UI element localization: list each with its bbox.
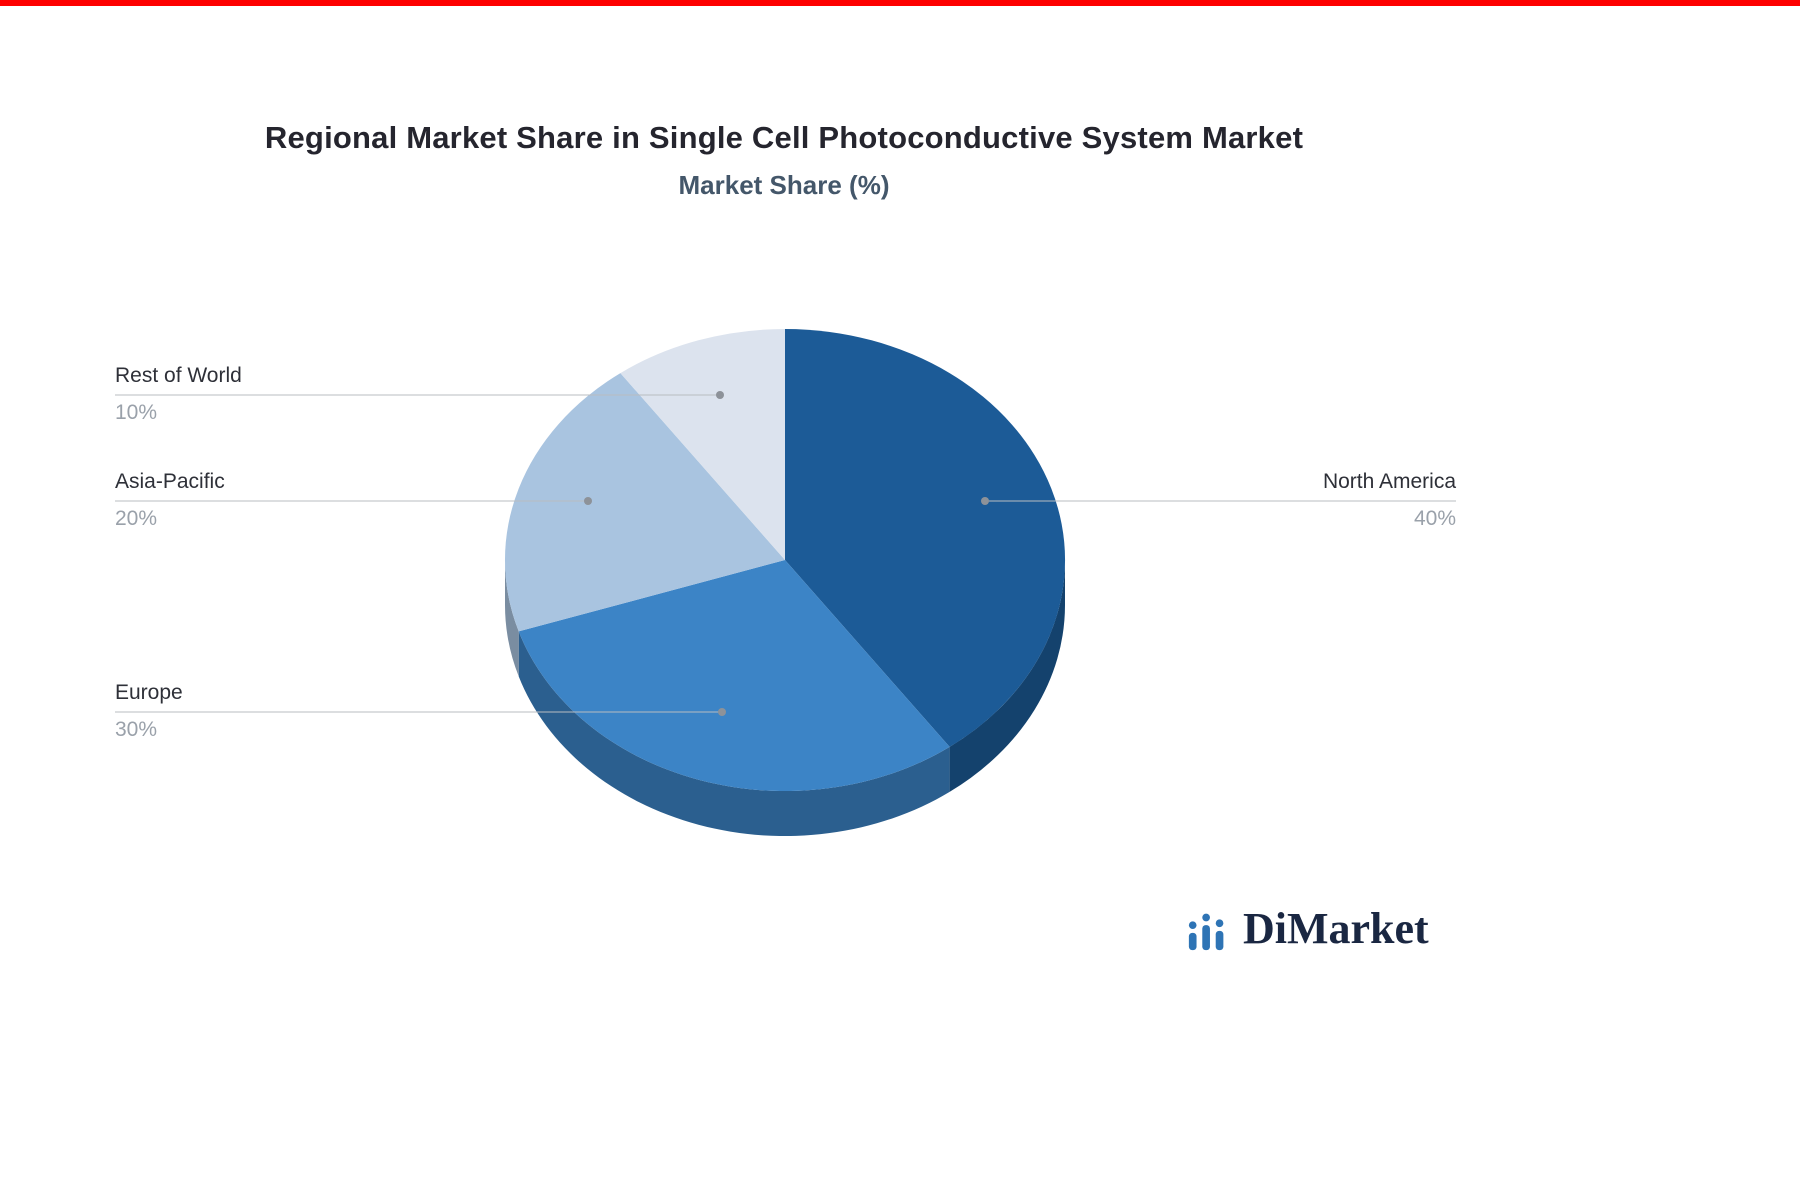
pie-slice-side-asia-pacific	[505, 560, 519, 677]
leader-dot-rest-of-world	[716, 391, 724, 399]
label-rest-of-world: Rest of World 10%	[115, 364, 242, 425]
top-red-strip	[0, 0, 1800, 6]
pie-slice-europe[interactable]	[518, 560, 950, 792]
label-europe-value: 30%	[115, 718, 158, 741]
label-asia-pacific-value: 20%	[115, 507, 158, 530]
pie-slice-side-europe	[518, 631, 950, 837]
dimarket-logo: DiMarket	[1186, 903, 1429, 955]
pie-slice-asia-pacific[interactable]	[504, 373, 785, 632]
leader-dot-north-america	[981, 497, 989, 505]
label-north-america-name: North America	[1322, 470, 1456, 493]
label-europe-name: Europe	[115, 681, 183, 704]
bar-chart-icon	[1188, 913, 1224, 951]
chart-title: Regional Market Share in Single Cell Pho…	[264, 120, 1304, 155]
label-rest-of-world-name: Rest of World	[115, 364, 242, 387]
label-rest-of-world-value: 10%	[115, 401, 158, 424]
chart-subtitle: Market Share (%)	[678, 170, 890, 200]
label-europe: Europe 30%	[115, 681, 183, 742]
leader-lines	[115, 391, 1456, 716]
leader-dot-europe	[718, 708, 726, 716]
label-north-america: North America 40%	[1323, 470, 1456, 531]
pie-slices	[504, 328, 1066, 837]
label-north-america-value: 40%	[1413, 507, 1456, 530]
leader-dot-asia-pacific	[584, 497, 592, 505]
logo-text: DiMarket	[1243, 904, 1429, 953]
label-asia-pacific-name: Asia-Pacific	[115, 470, 225, 493]
pie-slice-north-america[interactable]	[785, 328, 1066, 747]
pie-slice-rest-of-world[interactable]	[620, 329, 785, 560]
pie-slice-side-north-america	[949, 560, 1066, 792]
label-asia-pacific: Asia-Pacific 20%	[115, 470, 225, 531]
